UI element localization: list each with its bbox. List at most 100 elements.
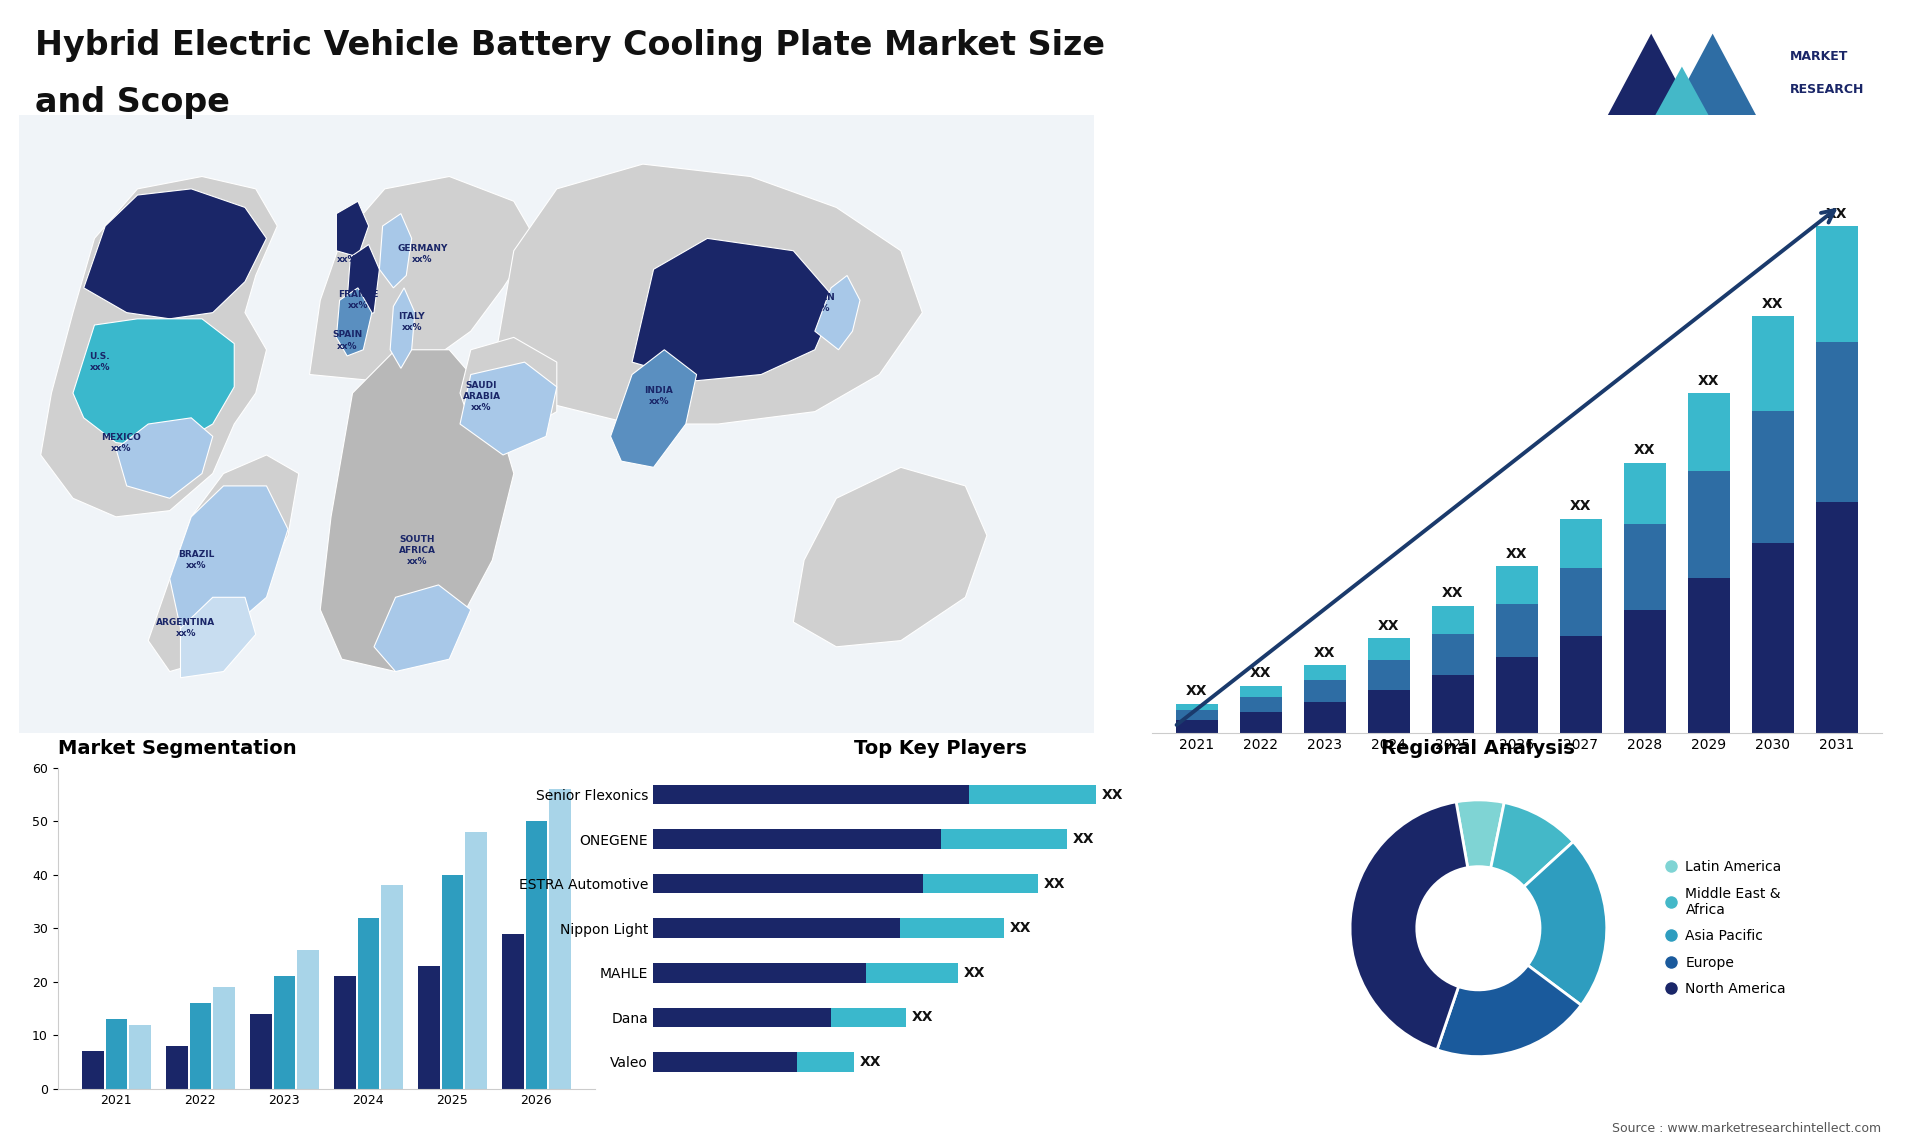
Bar xyxy=(653,918,900,939)
Bar xyxy=(653,830,941,849)
Bar xyxy=(797,1052,854,1072)
Bar xyxy=(1816,226,1857,342)
Text: XX: XX xyxy=(1250,667,1271,681)
Bar xyxy=(1559,636,1601,733)
Bar xyxy=(298,950,319,1089)
Text: MARKET: MARKET xyxy=(1789,50,1847,63)
Bar xyxy=(526,822,547,1089)
Polygon shape xyxy=(461,362,557,455)
Bar xyxy=(1751,411,1793,543)
Legend: Type, Application, Geography: Type, Application, Geography xyxy=(707,895,814,961)
Polygon shape xyxy=(309,176,536,380)
Polygon shape xyxy=(148,455,300,672)
Text: XX: XX xyxy=(912,1011,933,1025)
Bar xyxy=(129,1025,152,1089)
Bar xyxy=(1367,660,1409,690)
Bar xyxy=(1496,658,1538,733)
Text: Hybrid Electric Vehicle Battery Cooling Plate Market Size: Hybrid Electric Vehicle Battery Cooling … xyxy=(35,29,1104,62)
Bar xyxy=(1432,675,1475,733)
Polygon shape xyxy=(321,350,515,672)
Bar xyxy=(924,874,1039,894)
Bar xyxy=(442,874,463,1089)
Bar xyxy=(250,1014,273,1089)
Polygon shape xyxy=(611,350,697,468)
Text: XX: XX xyxy=(1505,547,1528,560)
Text: U.K.
xx%: U.K. xx% xyxy=(336,244,357,264)
Bar xyxy=(501,934,524,1089)
Text: XX: XX xyxy=(1044,877,1066,890)
Text: INDIA
xx%: INDIA xx% xyxy=(645,386,674,406)
Bar xyxy=(1304,681,1346,702)
Text: ITALY
xx%: ITALY xx% xyxy=(397,312,424,332)
Bar xyxy=(1496,566,1538,604)
Bar xyxy=(419,966,440,1089)
Polygon shape xyxy=(632,238,837,380)
Bar xyxy=(1496,604,1538,658)
Text: and Scope: and Scope xyxy=(35,86,228,119)
Polygon shape xyxy=(793,468,987,646)
Bar xyxy=(83,1051,104,1089)
Text: XX: XX xyxy=(1763,297,1784,311)
Text: CANADA
xx%: CANADA xx% xyxy=(121,246,165,267)
Bar xyxy=(1751,316,1793,411)
Text: XX: XX xyxy=(1379,619,1400,633)
Bar xyxy=(1367,690,1409,733)
Legend: Latin America, Middle East &
Africa, Asia Pacific, Europe, North America: Latin America, Middle East & Africa, Asi… xyxy=(1663,855,1791,1002)
Title: Regional Analysis: Regional Analysis xyxy=(1382,739,1574,758)
Polygon shape xyxy=(40,176,276,517)
Bar xyxy=(1816,342,1857,502)
Wedge shape xyxy=(1524,841,1607,1005)
Polygon shape xyxy=(374,584,470,672)
Text: XX: XX xyxy=(1010,921,1031,935)
Text: MEXICO
xx%: MEXICO xx% xyxy=(102,432,142,453)
Polygon shape xyxy=(1651,33,1774,149)
Text: XX: XX xyxy=(964,966,985,980)
Bar xyxy=(653,785,970,804)
Bar xyxy=(1175,720,1217,733)
Polygon shape xyxy=(814,275,860,350)
Text: SAUDI
ARABIA
xx%: SAUDI ARABIA xx% xyxy=(463,380,501,411)
Wedge shape xyxy=(1436,965,1582,1057)
Bar xyxy=(1624,610,1665,733)
Polygon shape xyxy=(336,288,372,356)
Bar xyxy=(1688,393,1730,471)
Text: XX: XX xyxy=(1442,586,1463,601)
Polygon shape xyxy=(1590,33,1713,149)
Bar xyxy=(1688,579,1730,733)
Text: Market Segmentation: Market Segmentation xyxy=(58,739,296,758)
Bar xyxy=(1816,502,1857,733)
Polygon shape xyxy=(180,597,255,677)
Wedge shape xyxy=(1490,802,1572,887)
Bar xyxy=(273,976,296,1089)
Polygon shape xyxy=(84,189,267,319)
Bar xyxy=(941,830,1068,849)
Title: Top Key Players: Top Key Players xyxy=(854,739,1027,758)
Bar xyxy=(106,1019,127,1089)
Text: JAPAN
xx%: JAPAN xx% xyxy=(804,293,835,313)
Text: XX: XX xyxy=(1073,832,1094,846)
Wedge shape xyxy=(1455,800,1503,868)
Bar xyxy=(1240,697,1283,712)
Bar xyxy=(1624,463,1665,524)
Bar xyxy=(1559,567,1601,636)
Bar xyxy=(1175,711,1217,720)
Polygon shape xyxy=(390,288,415,368)
Bar xyxy=(970,785,1096,804)
Text: RESEARCH: RESEARCH xyxy=(1789,84,1864,96)
Bar xyxy=(653,963,866,982)
Bar xyxy=(653,1052,797,1072)
Bar xyxy=(1432,634,1475,675)
Polygon shape xyxy=(461,337,557,437)
Text: CHINA
xx%: CHINA xx% xyxy=(703,293,733,313)
Text: SPAIN
xx%: SPAIN xx% xyxy=(332,330,363,351)
Polygon shape xyxy=(492,164,922,424)
Bar xyxy=(165,1046,188,1089)
Text: XX: XX xyxy=(1826,206,1847,221)
Text: INTELLECT: INTELLECT xyxy=(1789,116,1864,129)
Bar xyxy=(549,790,570,1089)
Bar xyxy=(190,1003,211,1089)
Text: GERMANY
xx%: GERMANY xx% xyxy=(397,244,447,264)
Bar xyxy=(1240,685,1283,697)
Text: FRANCE
xx%: FRANCE xx% xyxy=(338,290,378,311)
Bar xyxy=(831,1007,906,1027)
